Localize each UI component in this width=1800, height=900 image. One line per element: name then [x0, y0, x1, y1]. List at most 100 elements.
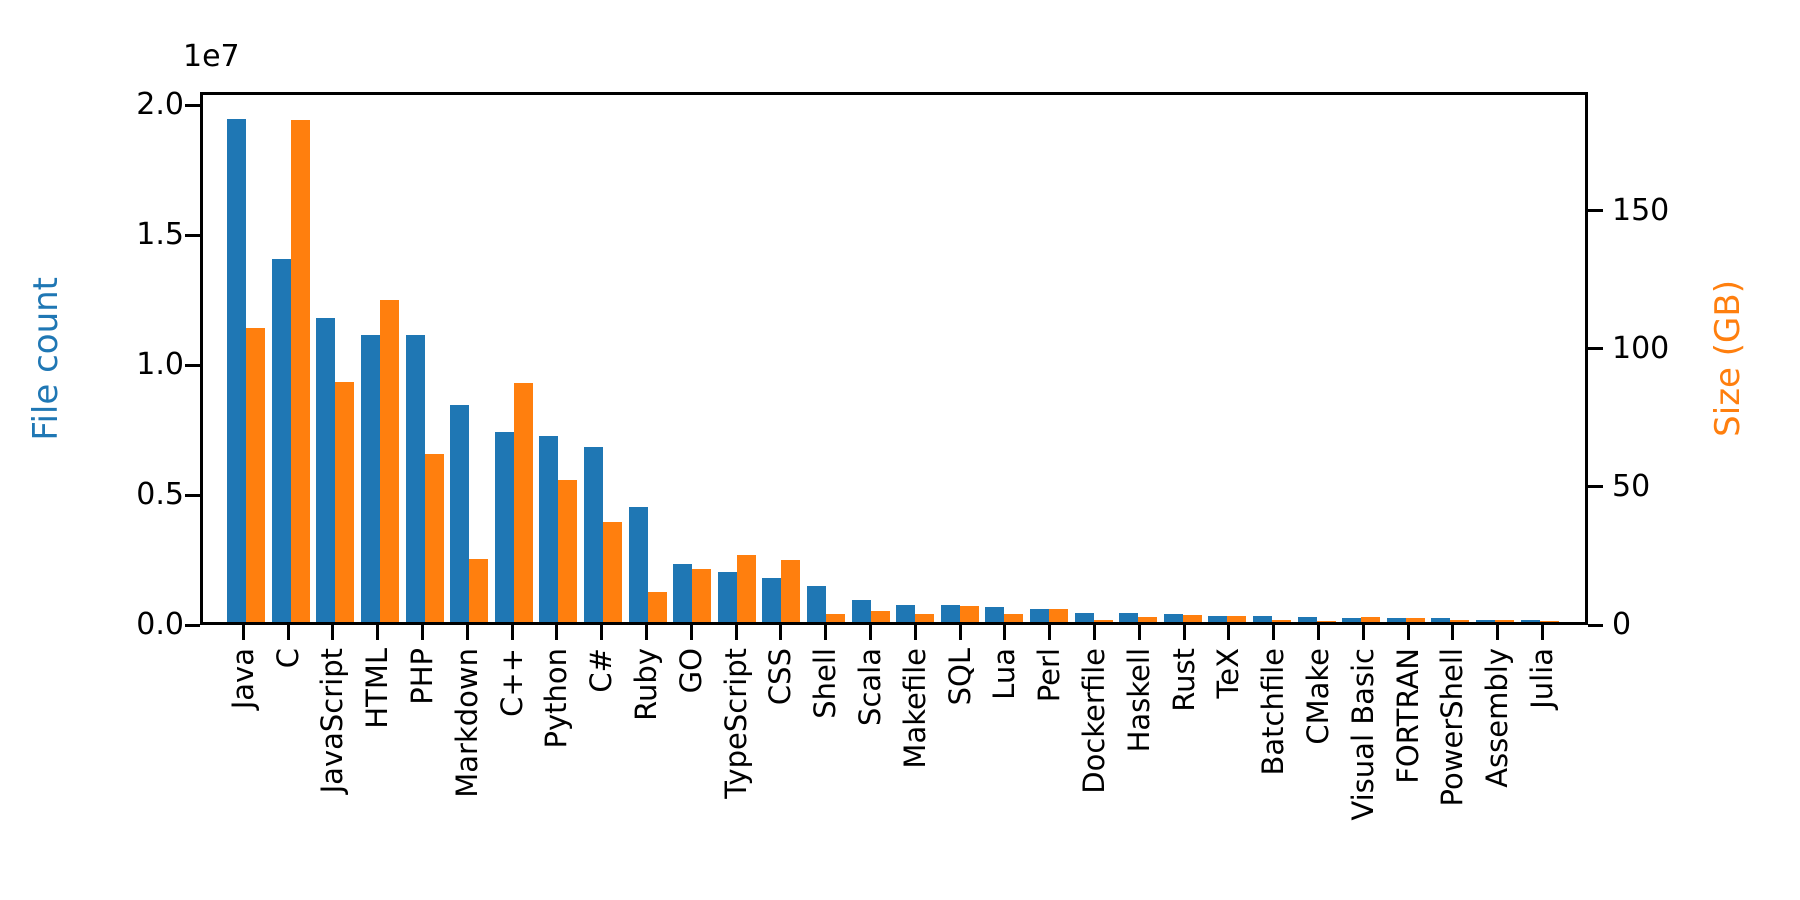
x-category-haskell: Haskell [1117, 625, 1162, 752]
x-tick-mark [1093, 625, 1097, 640]
right-y-tick-mark-150 [1588, 209, 1603, 213]
bar-file-count-fortran [1386, 618, 1406, 622]
x-category-batchfile: Batchfile [1251, 625, 1296, 776]
x-tick-label-markdown: Markdown [449, 648, 484, 798]
x-tick-mark [913, 625, 917, 640]
x-category-scala: Scala [848, 625, 893, 726]
x-tick-label-tex: TeX [1211, 648, 1246, 699]
x-tick-label-scala: Scala [853, 648, 888, 726]
x-tick-mark [421, 625, 425, 640]
x-category-c: C# [579, 625, 624, 693]
x-tick-mark [1048, 625, 1052, 640]
bar-file-count-haskell [1119, 613, 1139, 622]
bar-file-count-assembly [1475, 619, 1495, 622]
x-tick-label-c: C++ [494, 648, 529, 717]
x-category-perl: Perl [1027, 625, 1072, 702]
bar-size-gb-scala [870, 611, 890, 622]
x-tick-label-julia: Julia [1525, 648, 1559, 709]
x-tick-mark [869, 625, 873, 640]
bar-size-gb-php [424, 454, 444, 622]
bar-group-markdown [447, 95, 492, 622]
bar-size-gb-java [246, 327, 266, 622]
bar-group-tex [1205, 95, 1250, 622]
x-category-ruby: Ruby [624, 625, 669, 721]
right-y-tick-mark-50 [1588, 485, 1603, 489]
bar-file-count-python [539, 436, 559, 622]
bar-file-count-html [361, 334, 381, 622]
x-category-julia: Julia [1520, 625, 1565, 709]
x-tick-label-c: C# [584, 648, 619, 693]
x-tick-mark [734, 625, 738, 640]
x-tick-mark [958, 625, 962, 640]
bar-size-gb-javascript [335, 382, 355, 622]
bar-group-dockerfile [1071, 95, 1116, 622]
right-y-tick-mark-0 [1588, 623, 1603, 627]
bar-file-count-c [271, 258, 291, 622]
bar-size-gb-powershell [1450, 620, 1470, 622]
x-tick-label-go: GO [673, 648, 708, 694]
x-tick-label-visual-basic: Visual Basic [1345, 648, 1380, 821]
bars-container [203, 95, 1585, 622]
bar-file-count-shell [807, 586, 827, 622]
x-tick-mark [1272, 625, 1276, 640]
left-y-tick-label-2.0: 2.0 [136, 87, 184, 122]
x-category-tex: TeX [1207, 625, 1252, 699]
bar-size-gb-css [781, 560, 801, 622]
bar-size-gb-c [603, 521, 623, 622]
x-tick-label-sql: SQL [942, 648, 977, 706]
right-y-tick-label-100: 100 [1612, 330, 1670, 366]
x-tick-label-lua: Lua [987, 648, 1022, 700]
bar-size-gb-batchfile [1271, 620, 1291, 622]
bar-file-count-visual-basic [1342, 617, 1362, 622]
bar-group-go [670, 95, 715, 622]
x-category-powershell: PowerShell [1431, 625, 1476, 806]
x-tick-mark [286, 625, 290, 640]
bar-group-c [269, 95, 314, 622]
bar-file-count-dockerfile [1074, 612, 1094, 622]
x-tick-label-powershell: PowerShell [1435, 648, 1470, 807]
x-tick-label-java: Java [225, 648, 260, 710]
x-tick-label-php: PHP [405, 648, 440, 705]
bar-file-count-rust [1163, 613, 1183, 622]
bar-file-count-markdown [450, 404, 470, 622]
x-tick-label-fortran: FORTRAN [1390, 648, 1425, 784]
x-tick-mark [1541, 625, 1544, 640]
x-tick-label-shell: Shell [808, 648, 843, 719]
bar-size-gb-dockerfile [1093, 620, 1113, 622]
right-y-tick-label-0: 0 [1612, 607, 1632, 642]
x-category-sql: SQL [938, 625, 983, 705]
left-y-tick-mark-0.5 [185, 493, 200, 497]
bar-size-gb-python [558, 480, 578, 622]
x-tick-label-cmake: CMake [1301, 648, 1336, 745]
x-tick-mark [1227, 625, 1231, 640]
bar-size-gb-c [290, 120, 310, 622]
x-category-dockerfile: Dockerfile [1072, 625, 1117, 794]
bar-group-haskell [1116, 95, 1161, 622]
x-tick-label-batchfile: Batchfile [1256, 648, 1291, 776]
bar-file-count-go [673, 563, 693, 622]
bar-group-c [492, 95, 537, 622]
bar-file-count-c [494, 432, 514, 622]
x-tick-mark [1496, 625, 1500, 640]
bar-size-gb-ruby [647, 591, 667, 622]
x-category-assembly: Assembly [1475, 625, 1520, 788]
bar-size-gb-haskell [1138, 616, 1158, 622]
x-category-rust: Rust [1162, 625, 1207, 712]
plot-area [200, 92, 1588, 625]
bar-file-count-sql [940, 605, 960, 622]
left-y-tick-label-0.5: 0.5 [136, 477, 184, 512]
bar-group-fortran [1383, 95, 1428, 622]
left-y-tick-label-1.5: 1.5 [136, 217, 184, 252]
left-y-tick-label-0.0: 0.0 [136, 607, 184, 642]
x-tick-mark [465, 625, 469, 640]
bar-size-gb-markdown [469, 558, 489, 622]
x-category-cmake: CMake [1296, 625, 1341, 745]
bar-group-java [224, 95, 269, 622]
bar-file-count-batchfile [1252, 615, 1272, 622]
bar-group-css [759, 95, 804, 622]
x-tick-mark [331, 625, 335, 640]
bar-size-gb-go [692, 569, 712, 622]
bar-group-scala [848, 95, 893, 622]
x-tick-mark [510, 625, 514, 640]
